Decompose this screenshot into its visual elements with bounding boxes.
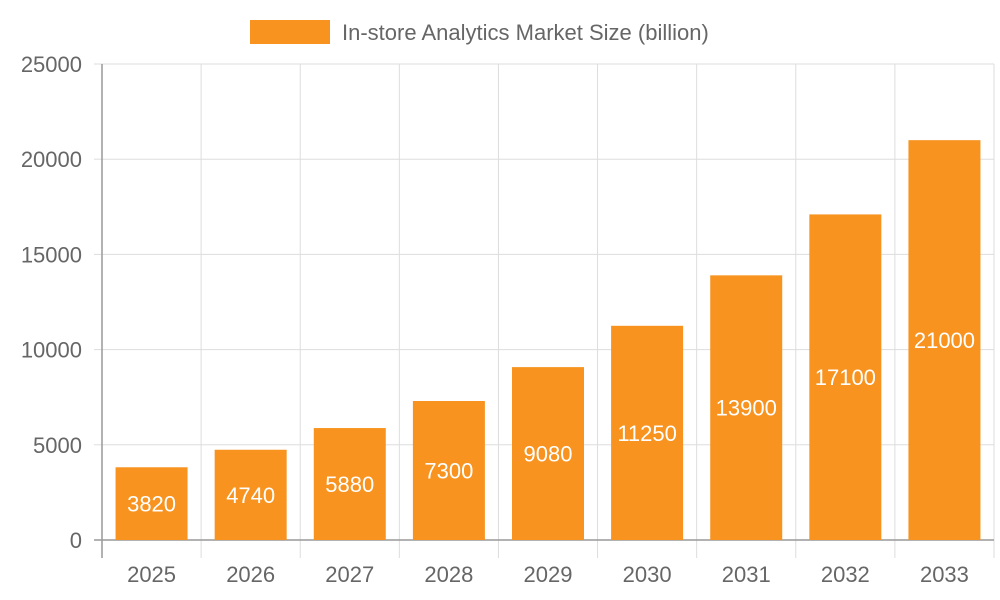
legend[interactable]: In-store Analytics Market Size (billion) (250, 20, 709, 45)
bar-2028[interactable] (412, 401, 485, 540)
data-label-2027: 5880 (325, 472, 374, 497)
x-axis: 2025 2026 2027 2028 2029 2030 2031 2032 2033 (94, 539, 994, 587)
y-tick-label: 20000 (21, 147, 82, 172)
x-tick-label: 2028 (424, 562, 473, 587)
x-tick-label: 2029 (524, 562, 573, 587)
y-tick-label: 5000 (33, 433, 82, 458)
bar-2030[interactable] (611, 325, 684, 540)
data-label-2026: 4740 (226, 483, 275, 508)
data-label-2032: 17100 (815, 365, 876, 390)
y-axis: 0 5000 10000 15000 20000 25000 (21, 52, 103, 558)
bar-2026[interactable] (214, 449, 287, 540)
x-tick-label: 2032 (821, 562, 870, 587)
bar-2027[interactable] (313, 428, 386, 540)
data-label-2030: 11250 (617, 421, 677, 446)
x-tick-label: 2033 (920, 562, 969, 587)
data-label-2029: 9080 (524, 442, 573, 467)
legend-label: In-store Analytics Market Size (billion) (342, 20, 709, 45)
bar-2031[interactable] (710, 275, 783, 540)
x-tick-label: 2025 (127, 562, 176, 587)
x-tick-label: 2026 (226, 562, 275, 587)
legend-swatch (250, 20, 330, 44)
data-label-2025: 3820 (127, 492, 176, 517)
bar-2033[interactable] (908, 140, 981, 540)
y-tick-label: 0 (70, 528, 82, 553)
x-tick-label: 2031 (722, 562, 771, 587)
y-tick-label: 15000 (21, 242, 82, 267)
data-labels: 3820 4740 5880 7300 9080 11250 13900 17100 21000 (127, 328, 975, 517)
bar-2029[interactable] (512, 367, 584, 540)
x-tick-label: 2027 (325, 562, 374, 587)
data-label-2031: 13900 (716, 396, 777, 421)
bar-2032[interactable] (809, 214, 882, 540)
bar-2025[interactable] (115, 467, 188, 540)
y-tick-label: 25000 (21, 52, 82, 77)
y-tick-label: 10000 (21, 338, 82, 363)
data-label-2033: 21000 (914, 328, 975, 353)
grid (102, 63, 995, 558)
bars (115, 140, 981, 540)
x-tick-label: 2030 (623, 562, 672, 587)
data-label-2028: 7300 (424, 459, 473, 484)
